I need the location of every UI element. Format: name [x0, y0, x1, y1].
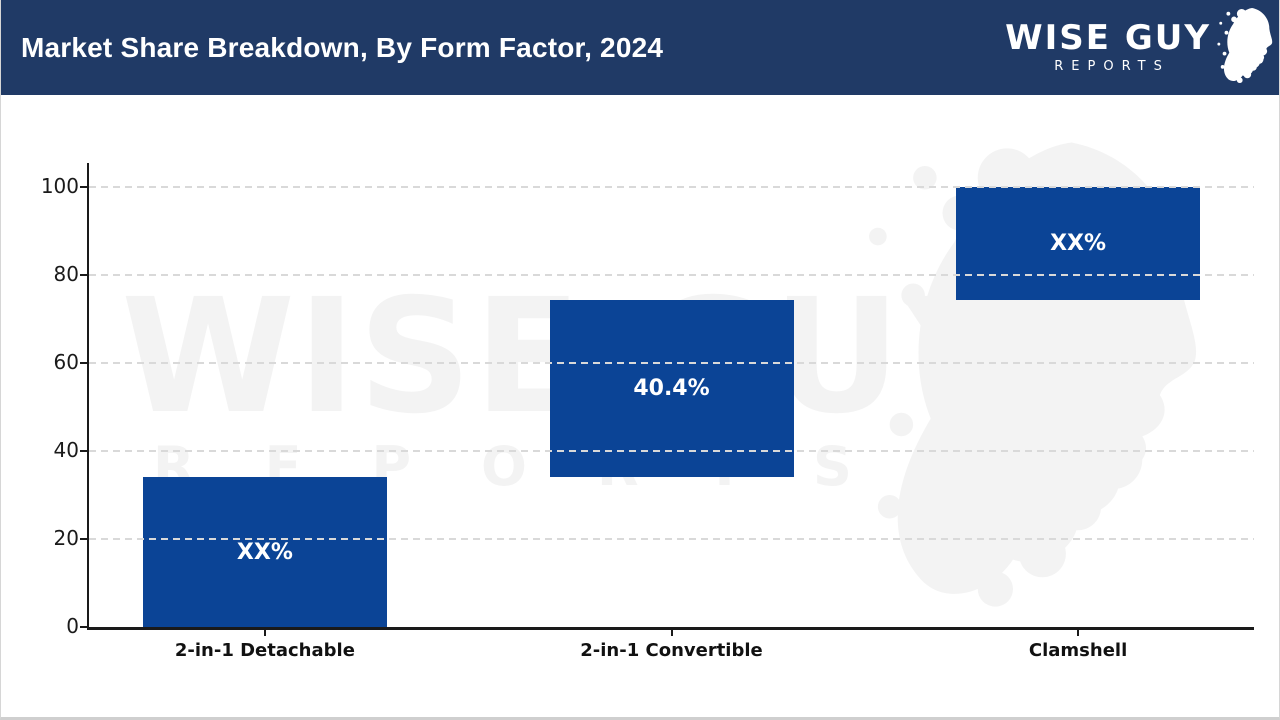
x-category-label: Clamshell [1028, 640, 1128, 661]
y-axis-tick-label: 60 [53, 350, 79, 375]
logo-wordmark: WISE GUY [1005, 18, 1211, 58]
x-axis-line [87, 627, 1254, 630]
x-tick-mark [263, 629, 266, 636]
page-title: Market Share Breakdown, By Form Factor, … [21, 31, 664, 63]
x-category-label: 2-in-1 Detachable [174, 640, 355, 661]
bar-segment: XX% [142, 477, 387, 627]
y-gridline [89, 538, 1254, 541]
y-axis-tick-label: 40 [53, 438, 79, 463]
bar-segment: XX% [956, 187, 1201, 300]
y-tick-mark [80, 450, 89, 453]
y-axis-tick-label: 100 [40, 174, 79, 199]
y-tick-mark [80, 362, 89, 365]
bar-value-label: XX% [1050, 230, 1107, 256]
y-gridline [89, 362, 1254, 365]
face-watermark-icon [731, 95, 1201, 664]
y-axis-tick-label: 20 [53, 526, 79, 551]
logo-tagline: REPORTS [1054, 59, 1170, 74]
x-tick-mark [670, 629, 673, 636]
bar-value-label: XX% [236, 539, 293, 565]
y-tick-mark [80, 186, 89, 189]
x-category-label: 2-in-1 Convertible [580, 640, 763, 661]
face-logo-icon [1197, 5, 1273, 91]
y-axis-tick-label: 80 [53, 262, 79, 287]
bar-segment: 40.4% [549, 299, 794, 478]
y-gridline [89, 450, 1254, 453]
bar-value-label: 40.4% [633, 376, 710, 402]
y-tick-mark [80, 626, 89, 628]
y-gridline [89, 274, 1254, 277]
wiseguy-logo: WISE GUY REPORTS [1005, 5, 1279, 91]
logo-wordmark-block: WISE GUY REPORTS [1005, 21, 1211, 74]
x-tick-mark [1077, 629, 1080, 636]
y-gridline [89, 186, 1254, 189]
header-bar: Market Share Breakdown, By Form Factor, … [1, 0, 1279, 95]
y-axis-line [87, 163, 89, 629]
y-tick-mark [80, 274, 89, 277]
y-tick-mark [80, 538, 89, 541]
y-axis-tick-label: 0 [66, 614, 79, 638]
